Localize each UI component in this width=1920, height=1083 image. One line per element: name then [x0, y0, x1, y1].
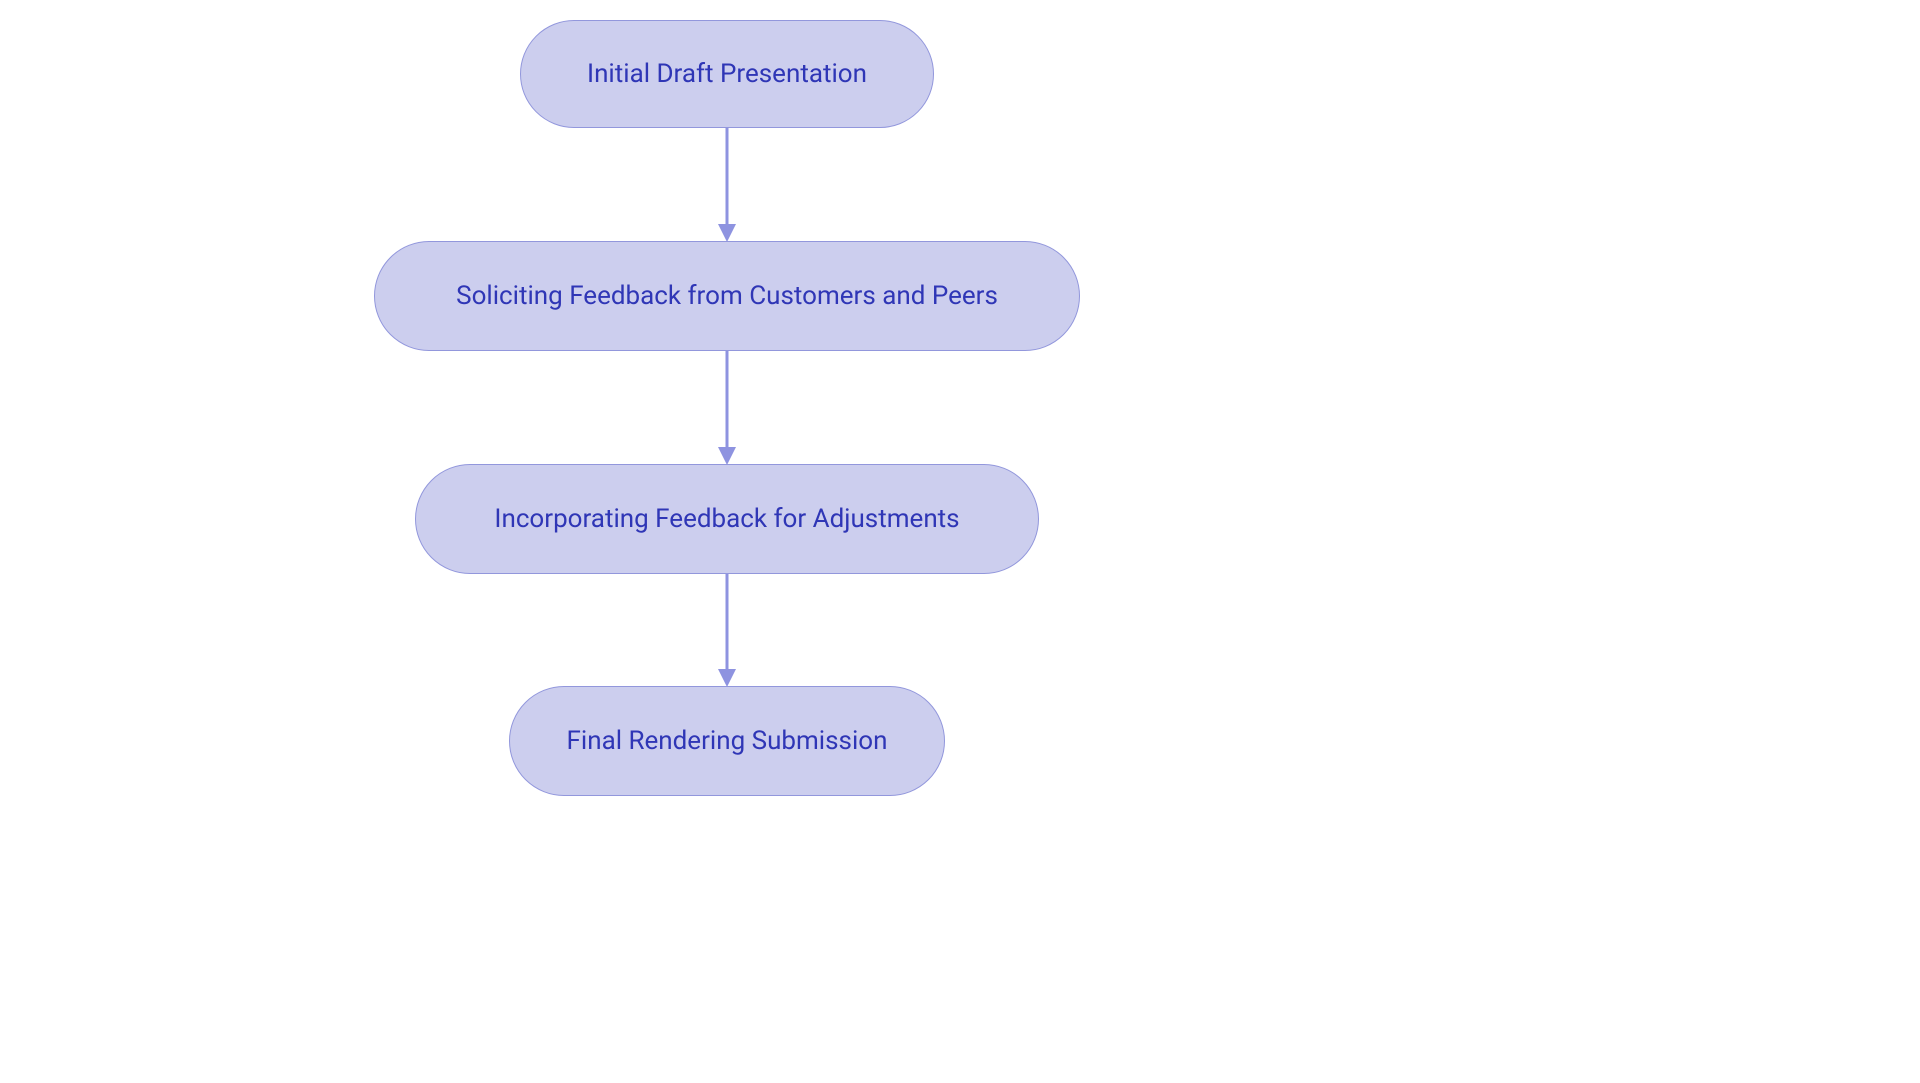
flowchart-node-n2: Soliciting Feedback from Customers and P… — [374, 241, 1080, 351]
flowchart-node-label: Initial Draft Presentation — [587, 59, 867, 89]
flowchart-node-label: Final Rendering Submission — [567, 726, 888, 756]
flowchart-node-n1: Initial Draft Presentation — [520, 20, 934, 128]
flowchart-node-n3: Incorporating Feedback for Adjustments — [415, 464, 1039, 574]
flowchart-node-label: Incorporating Feedback for Adjustments — [494, 504, 959, 534]
flowchart-canvas: Initial Draft Presentation Soliciting Fee… — [0, 0, 1920, 1083]
flowchart-node-label: Soliciting Feedback from Customers and P… — [456, 281, 998, 311]
flowchart-node-n4: Final Rendering Submission — [509, 686, 945, 796]
